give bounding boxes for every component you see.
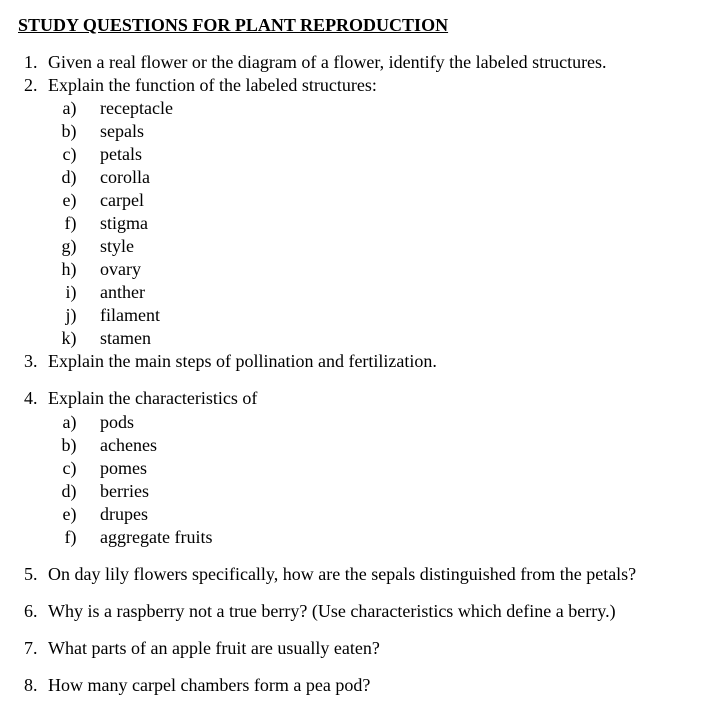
q4-item-c: pomes bbox=[90, 457, 698, 480]
page-title: STUDY QUESTIONS FOR PLANT REPRODUCTION bbox=[18, 14, 698, 37]
question-list: Given a real flower or the diagram of a … bbox=[18, 51, 698, 697]
q4-item-d: berries bbox=[90, 480, 698, 503]
q2-item-b: sepals bbox=[90, 120, 698, 143]
q4-item-b: achenes bbox=[90, 434, 698, 457]
question-4-sublist: pods achenes pomes berries drupes aggreg… bbox=[48, 411, 698, 549]
q4-item-e: drupes bbox=[90, 503, 698, 526]
question-7: What parts of an apple fruit are usually… bbox=[42, 637, 698, 660]
question-6: Why is a raspberry not a true berry? (Us… bbox=[42, 600, 698, 623]
q4-item-f: aggregate fruits bbox=[90, 526, 698, 549]
question-4: Explain the characteristics of pods ache… bbox=[42, 387, 698, 548]
q2-item-a: receptacle bbox=[90, 97, 698, 120]
q2-item-k: stamen bbox=[90, 327, 698, 350]
question-2-text: Explain the function of the labeled stru… bbox=[48, 75, 377, 95]
question-2-sublist: receptacle sepals petals corolla carpel … bbox=[48, 97, 698, 350]
q2-item-c: petals bbox=[90, 143, 698, 166]
q2-item-g: style bbox=[90, 235, 698, 258]
question-5: On day lily flowers specifically, how ar… bbox=[42, 563, 698, 586]
question-2: Explain the function of the labeled stru… bbox=[42, 74, 698, 350]
question-1: Given a real flower or the diagram of a … bbox=[42, 51, 698, 74]
question-4-text: Explain the characteristics of bbox=[48, 388, 257, 408]
question-3: Explain the main steps of pollination an… bbox=[42, 350, 698, 373]
q2-item-i: anther bbox=[90, 281, 698, 304]
question-8: How many carpel chambers form a pea pod? bbox=[42, 674, 698, 697]
q2-item-f: stigma bbox=[90, 212, 698, 235]
q4-item-a: pods bbox=[90, 411, 698, 434]
q2-item-j: filament bbox=[90, 304, 698, 327]
q2-item-e: carpel bbox=[90, 189, 698, 212]
q2-item-h: ovary bbox=[90, 258, 698, 281]
q2-item-d: corolla bbox=[90, 166, 698, 189]
